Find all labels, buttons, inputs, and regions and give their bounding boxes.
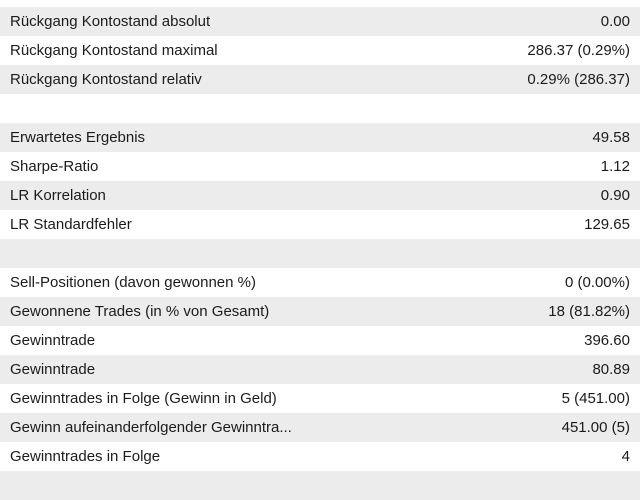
table-row[interactable]: Gewinntrades in Folge (Gewinn in Geld) 5… [0, 384, 640, 413]
row-value: 0.00 [600, 13, 630, 30]
table-row[interactable]: Rückgang Kontostand absolut 0.00 [0, 7, 640, 36]
row-label: Gewinntrade [10, 361, 96, 378]
table-row[interactable] [0, 94, 640, 123]
row-label: Gewonnene Trades (in % von Gesamt) [10, 303, 270, 320]
row-value: 0.90 [600, 187, 630, 204]
table-row[interactable]: Rückgang Kontostand maximal 286.37 (0.29… [0, 36, 640, 65]
row-label: Sharpe-Ratio [10, 158, 99, 175]
row-label: Rückgang Kontostand relativ [10, 71, 202, 88]
row-value: 4 [621, 448, 630, 465]
table-row[interactable]: LR Standardfehler 129.65 [0, 210, 640, 239]
row-value: 129.65 [584, 216, 630, 233]
row-label: Gewinntrades in Folge (Gewinn in Geld) [10, 390, 277, 407]
table-row[interactable]: Gewinntrades in Folge 4 [0, 442, 640, 471]
row-value: 286.37 (0.29%) [527, 42, 630, 59]
table-row[interactable]: LR Korrelation 0.90 [0, 181, 640, 210]
row-label: Gewinntrade [10, 332, 96, 349]
row-value: 80.89 [592, 361, 630, 378]
table-row[interactable]: Gewinn aufeinanderfolgender Gewinntra...… [0, 413, 640, 442]
row-label: Rückgang Kontostand absolut [10, 13, 211, 30]
table-row[interactable]: Sharpe-Ratio 1.12 [0, 152, 640, 181]
row-label: Gewinn aufeinanderfolgender Gewinntra... [10, 419, 292, 436]
row-label: Gewinntrades in Folge [10, 448, 161, 465]
table-row[interactable]: Gewonnene Trades (in % von Gesamt) 18 (8… [0, 297, 640, 326]
row-label: Rückgang Kontostand maximal [10, 42, 218, 59]
row-label: LR Standardfehler [10, 216, 132, 233]
row-value: 5 (451.00) [561, 390, 630, 407]
table-row[interactable]: Gewinntrade 396.60 [0, 326, 640, 355]
row-value: 396.60 [584, 332, 630, 349]
table-row[interactable]: Gewinntrade 80.89 [0, 355, 640, 384]
row-value: 0.29% (286.37) [527, 71, 630, 88]
table-row[interactable]: Sell-Positionen (davon gewonnen %) 0 (0.… [0, 268, 640, 297]
table-row[interactable]: Rückgang Kontostand relativ 0.29% (286.3… [0, 65, 640, 94]
row-value: 0 (0.00%) [564, 274, 630, 291]
row-label: Sell-Positionen (davon gewonnen %) [10, 274, 256, 291]
table-row[interactable] [0, 471, 640, 500]
table-row[interactable] [0, 239, 640, 268]
row-value: 451.00 (5) [561, 419, 630, 436]
row-label: LR Korrelation [10, 187, 106, 204]
table-row[interactable]: Erwartetes Ergebnis 49.58 [0, 123, 640, 152]
row-value: 18 (81.82%) [548, 303, 630, 320]
row-value: 1.12 [600, 158, 630, 175]
row-value: 49.58 [592, 129, 630, 146]
row-label: Erwartetes Ergebnis [10, 129, 146, 146]
